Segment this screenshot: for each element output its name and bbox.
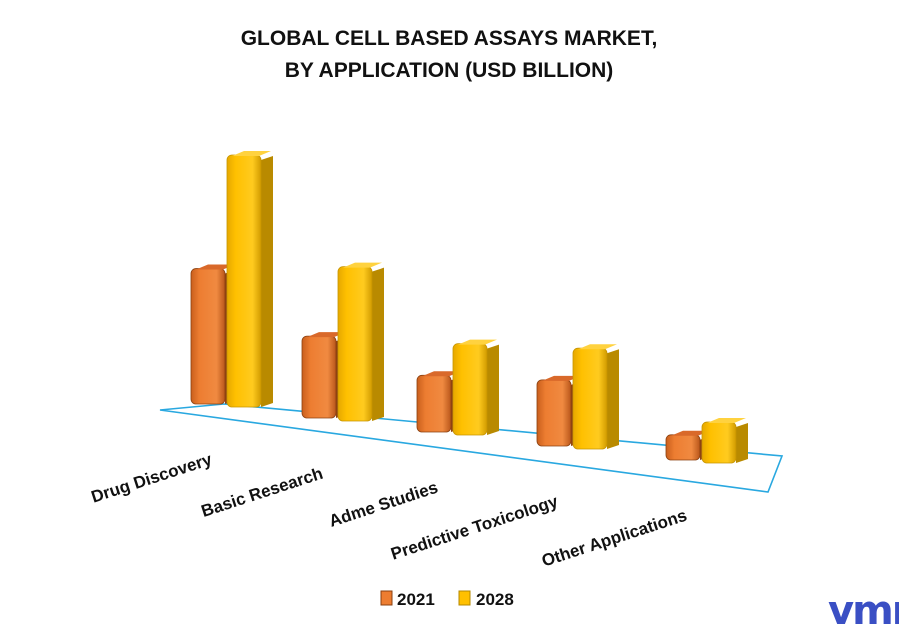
chart-title: GLOBAL CELL BASED ASSAYS MARKET, BY APPL… [241,27,658,82]
category-label-basic-research: Basic Research [199,464,325,521]
bar-drug-discovery-2028 [226,151,273,408]
bar-top-face [542,375,581,381]
bar-side-face [736,423,748,463]
bar-top-face [671,430,710,436]
bar-basic-research-2028 [337,262,384,422]
legend-item-2021: 2021 [380,590,435,609]
chart-title-line-1: GLOBAL CELL BASED ASSAYS MARKET, [241,27,658,50]
bar-side-face [607,349,619,449]
legend-label-2021: 2021 [397,590,435,609]
bar-top-face [307,332,346,338]
chart-floor [159,403,784,493]
bar-top-face [707,418,746,424]
bars-group [190,151,748,464]
bar-side-face [261,156,273,407]
bar-front-face [452,343,488,436]
category-label-adme-studies: Adme Studies [327,478,441,531]
bar-front-face [301,335,337,419]
bar-top-face [578,344,617,350]
legend-swatch-2028 [458,590,471,606]
bar-top-face [422,371,461,377]
bar-front-face [572,347,608,450]
bar-front-face [536,379,572,447]
bar-adme-studies-2028 [452,339,499,436]
bar-front-face [416,374,452,433]
bar-front-face [190,268,226,405]
bar-side-face [487,344,499,435]
chart-title-line-2: BY APPLICATION (USD BILLION) [285,59,614,82]
brand-logo: vmr [828,588,899,633]
bar-top-face [458,339,497,345]
bar-top-face [196,264,235,270]
bar-predictive-toxicology-2028 [572,344,619,450]
bar-front-face [226,154,262,408]
legend-label-2028: 2028 [476,590,514,609]
bar-front-face [665,434,701,461]
bar-top-face [232,151,271,156]
bar-front-face [701,421,737,464]
bar-side-face [372,267,384,421]
category-label-drug-discovery: Drug Discovery [89,450,215,507]
category-label-other-applications: Other Applications [539,506,689,571]
bar-front-face [337,266,373,422]
legend: 2021 2028 [380,590,514,609]
legend-swatch-2021 [380,590,393,606]
bar-top-face [343,262,382,268]
bar-other-applications-2028 [701,418,748,464]
legend-item-2028: 2028 [458,590,514,609]
